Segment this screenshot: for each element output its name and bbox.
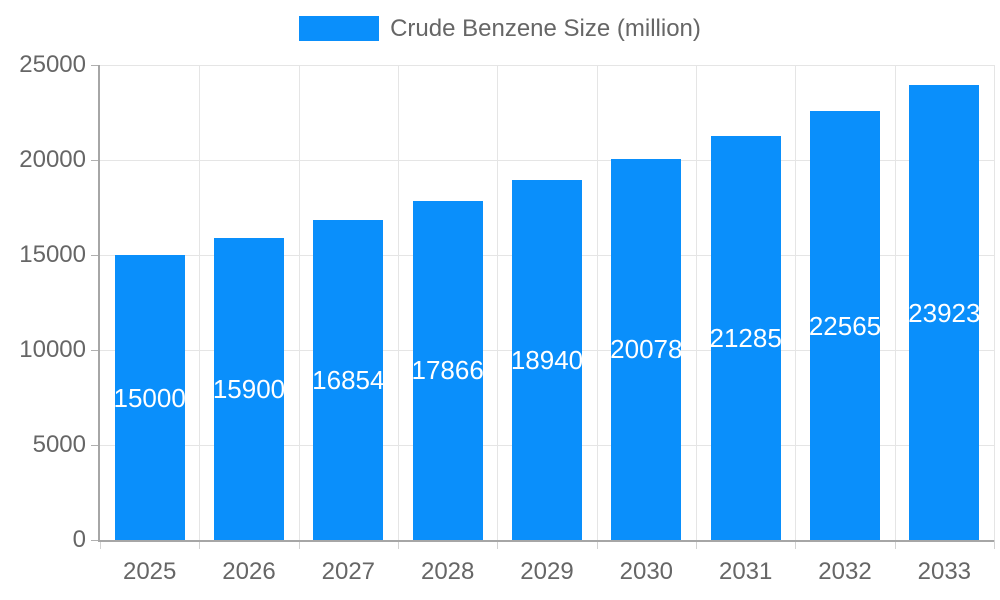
y-axis-label: 5000 — [32, 431, 86, 458]
x-axis-tick — [398, 540, 399, 549]
x-axis-line — [98, 540, 994, 542]
y-axis-label: 10000 — [19, 336, 86, 363]
y-axis-tick — [91, 350, 100, 351]
bar-value-label-2029: 18940 — [510, 345, 584, 376]
legend-label: Crude Benzene Size (million) — [390, 15, 701, 42]
bar-2030[interactable] — [611, 158, 682, 540]
v-gridline — [398, 65, 399, 540]
v-gridline — [894, 65, 896, 540]
y-axis-tick — [91, 160, 100, 161]
v-gridline — [994, 65, 995, 540]
y-axis-label: 15000 — [19, 241, 86, 268]
x-axis-label-2030: 2030 — [619, 558, 674, 585]
x-axis-label-2027: 2027 — [321, 558, 376, 585]
h-gridline — [100, 160, 994, 161]
x-axis-label-2026: 2026 — [222, 558, 276, 585]
bar-2032[interactable] — [810, 111, 880, 540]
bar-2027[interactable] — [313, 219, 384, 540]
y-axis-tick — [91, 255, 100, 256]
x-axis-label-2032: 2032 — [818, 558, 872, 585]
y-axis-tick — [91, 445, 100, 446]
bar-value-label-2032: 22565 — [808, 310, 882, 341]
x-axis-label-2029: 2029 — [520, 558, 574, 585]
bar-value-label-2026: 15900 — [212, 373, 286, 404]
bar-2033[interactable] — [909, 85, 980, 540]
x-axis-tick — [497, 540, 499, 549]
x-axis-tick — [298, 540, 300, 549]
x-axis-tick — [994, 540, 995, 549]
v-gridline — [298, 65, 300, 540]
v-gridline — [497, 65, 499, 540]
bar-2025[interactable] — [114, 255, 185, 540]
v-gridline — [199, 65, 201, 540]
x-axis-tick — [696, 540, 697, 549]
x-axis-label-2025: 2025 — [122, 558, 177, 585]
x-axis-tick — [894, 540, 896, 549]
x-axis-tick — [199, 540, 201, 549]
bar-2029[interactable] — [512, 180, 582, 540]
x-axis-tick — [100, 540, 101, 549]
bar-value-label-2033: 23923 — [908, 297, 981, 328]
y-axis-label: 25000 — [19, 51, 86, 78]
v-gridline — [795, 65, 797, 540]
bar-2026[interactable] — [214, 237, 284, 540]
x-axis-label-2033: 2033 — [917, 558, 972, 585]
y-axis-tick — [91, 65, 100, 66]
x-axis-label-2028: 2028 — [420, 558, 475, 585]
chart-legend[interactable]: Crude Benzene Size (million) — [0, 16, 1000, 41]
y-axis-label: 0 — [72, 526, 86, 553]
bar-value-label-2027: 16854 — [312, 364, 385, 395]
bar-value-label-2025: 15000 — [113, 382, 186, 413]
y-axis-label: 20000 — [19, 146, 86, 173]
x-axis-tick — [795, 540, 797, 549]
bar-2028[interactable] — [412, 200, 483, 540]
legend-swatch-icon — [299, 16, 380, 41]
v-gridline — [696, 65, 697, 540]
bar-value-label-2028: 17866 — [411, 355, 484, 386]
y-axis-tick — [91, 540, 100, 541]
bar-value-label-2030: 20078 — [610, 334, 683, 365]
h-gridline — [100, 65, 994, 66]
y-axis-line — [98, 65, 100, 540]
v-gridline — [596, 65, 598, 540]
bar-2031[interactable] — [710, 135, 781, 540]
x-axis-label-2031: 2031 — [718, 558, 773, 585]
bar-value-label-2031: 21285 — [709, 322, 782, 353]
x-axis-tick — [596, 540, 598, 549]
